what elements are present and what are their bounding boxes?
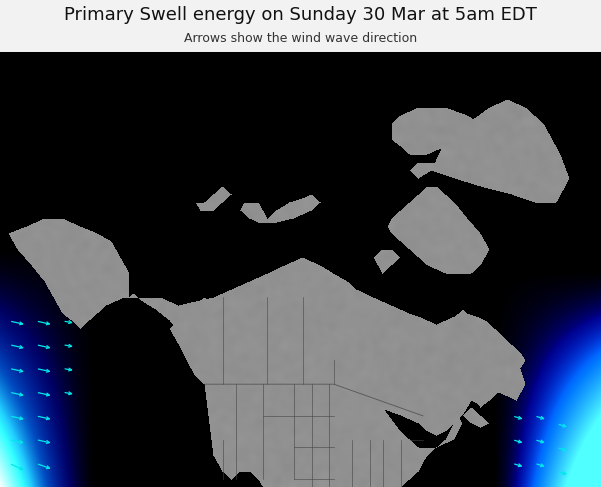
Text: Primary Swell energy on Sunday 30 Mar at 5am EDT: Primary Swell energy on Sunday 30 Mar at… [64, 5, 537, 23]
Text: Arrows show the wind wave direction: Arrows show the wind wave direction [184, 33, 417, 45]
